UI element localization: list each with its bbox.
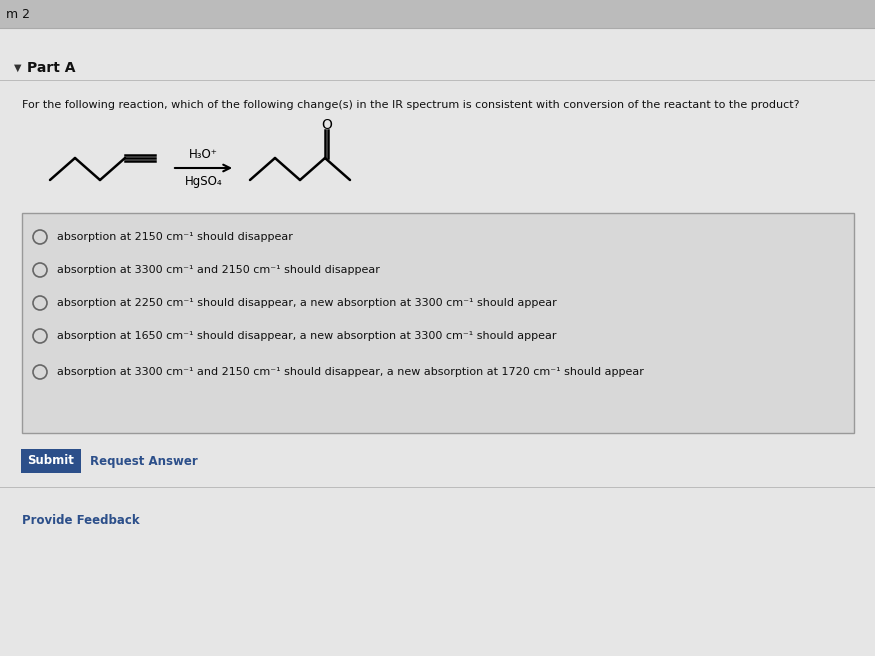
Text: ▼: ▼ [14, 63, 22, 73]
FancyBboxPatch shape [0, 0, 875, 28]
FancyBboxPatch shape [22, 213, 854, 433]
Text: O: O [321, 118, 332, 132]
Text: Provide Feedback: Provide Feedback [22, 514, 140, 527]
Text: absorption at 2150 cm⁻¹ should disappear: absorption at 2150 cm⁻¹ should disappear [57, 232, 293, 242]
Text: Part A: Part A [27, 61, 75, 75]
Text: Submit: Submit [28, 455, 74, 468]
Text: absorption at 3300 cm⁻¹ and 2150 cm⁻¹ should disappear: absorption at 3300 cm⁻¹ and 2150 cm⁻¹ sh… [57, 265, 380, 275]
Text: For the following reaction, which of the following change(s) in the IR spectrum : For the following reaction, which of the… [22, 100, 800, 110]
Text: H₃O⁺: H₃O⁺ [189, 148, 218, 161]
Text: Request Answer: Request Answer [90, 455, 198, 468]
Text: HgSO₄: HgSO₄ [185, 174, 222, 188]
Text: m 2: m 2 [6, 7, 30, 20]
Text: absorption at 2250 cm⁻¹ should disappear, a new absorption at 3300 cm⁻¹ should a: absorption at 2250 cm⁻¹ should disappear… [57, 298, 556, 308]
Text: absorption at 1650 cm⁻¹ should disappear, a new absorption at 3300 cm⁻¹ should a: absorption at 1650 cm⁻¹ should disappear… [57, 331, 556, 341]
FancyBboxPatch shape [21, 449, 81, 473]
Text: absorption at 3300 cm⁻¹ and 2150 cm⁻¹ should disappear, a new absorption at 1720: absorption at 3300 cm⁻¹ and 2150 cm⁻¹ sh… [57, 367, 644, 377]
FancyBboxPatch shape [0, 28, 875, 656]
